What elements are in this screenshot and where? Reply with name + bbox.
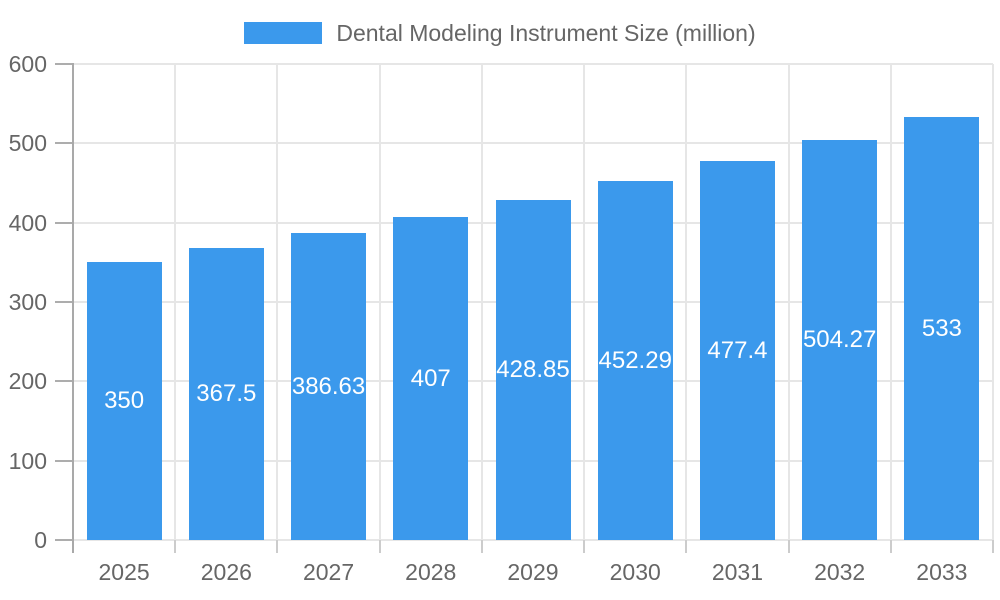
y-axis-label: 500: [8, 130, 47, 157]
gridline-vertical: [480, 64, 483, 540]
gridline-vertical: [583, 64, 586, 540]
y-axis-label: 0: [34, 527, 47, 553]
bar-2028: [393, 217, 469, 540]
gridline-vertical: [378, 64, 381, 540]
x-axis-tick: [583, 540, 586, 553]
x-axis-tick: [480, 540, 483, 553]
bar-value-label: 428.85: [496, 355, 570, 383]
bar-2027: [291, 233, 367, 540]
bar-value-label: 367.5: [196, 380, 257, 408]
x-axis-label: 2030: [609, 559, 661, 585]
gridline-vertical: [889, 64, 892, 540]
bar-value-label: 407: [410, 364, 451, 392]
y-axis-tick: [55, 221, 72, 224]
gridline-vertical: [174, 64, 177, 540]
y-axis-tick: [55, 301, 72, 303]
y-axis-tick: [55, 63, 72, 65]
bar-2031: [699, 161, 775, 540]
bar-2026: [188, 248, 264, 540]
x-axis-tick: [378, 540, 381, 553]
bar-value-label: 350: [104, 387, 145, 415]
x-axis-label: 2026: [200, 559, 252, 585]
gridline-horizontal: [73, 539, 993, 541]
bar-value-label: 533: [921, 314, 962, 342]
x-axis-label: 2033: [916, 559, 968, 585]
y-axis-tick: [55, 539, 72, 541]
y-axis-tick: [55, 380, 72, 383]
x-axis-tick: [685, 540, 688, 553]
x-axis-tick: [992, 540, 994, 553]
legend-swatch: [244, 22, 323, 44]
gridline-horizontal: [73, 63, 993, 65]
x-axis-tick: [276, 540, 279, 553]
x-axis-tick: [889, 540, 892, 553]
x-axis-label: 2032: [814, 559, 866, 585]
x-axis-label: 2031: [711, 559, 764, 585]
y-axis-label: 600: [8, 51, 47, 77]
y-axis-line: [72, 63, 74, 553]
legend-label: Dental Modeling Instrument Size (million…: [336, 20, 756, 46]
gridline-vertical: [685, 64, 688, 540]
y-axis-tick: [55, 142, 72, 145]
bar-value-label: 452.29: [598, 346, 672, 374]
gridline-vertical: [992, 64, 994, 540]
y-axis-label: 200: [8, 368, 47, 395]
gridline-vertical: [787, 64, 790, 540]
y-axis-label: 100: [8, 447, 47, 474]
bar-2029: [495, 199, 571, 540]
gridline-vertical: [276, 64, 279, 540]
x-axis-tick: [174, 540, 177, 553]
gridline-horizontal: [73, 142, 993, 145]
x-axis-label: 2029: [507, 559, 559, 585]
y-axis-label: 300: [8, 289, 47, 315]
bar-value-label: 386.63: [291, 372, 366, 400]
x-axis-label: 2027: [302, 559, 355, 585]
bar-2025: [86, 262, 162, 540]
x-axis-tick: [787, 540, 790, 553]
bar-2030: [597, 181, 673, 540]
y-axis-tick: [55, 459, 72, 462]
bar-value-label: 477.4: [707, 336, 768, 364]
x-axis-label: 2028: [405, 559, 457, 585]
bar-2033: [904, 117, 980, 540]
x-axis-label: 2025: [98, 559, 150, 585]
y-axis-label: 400: [8, 209, 47, 236]
bar-value-label: 504.27: [802, 325, 877, 353]
bar-2032: [802, 139, 878, 540]
legend[interactable]: Dental Modeling Instrument Size (million…: [0, 16, 1000, 50]
